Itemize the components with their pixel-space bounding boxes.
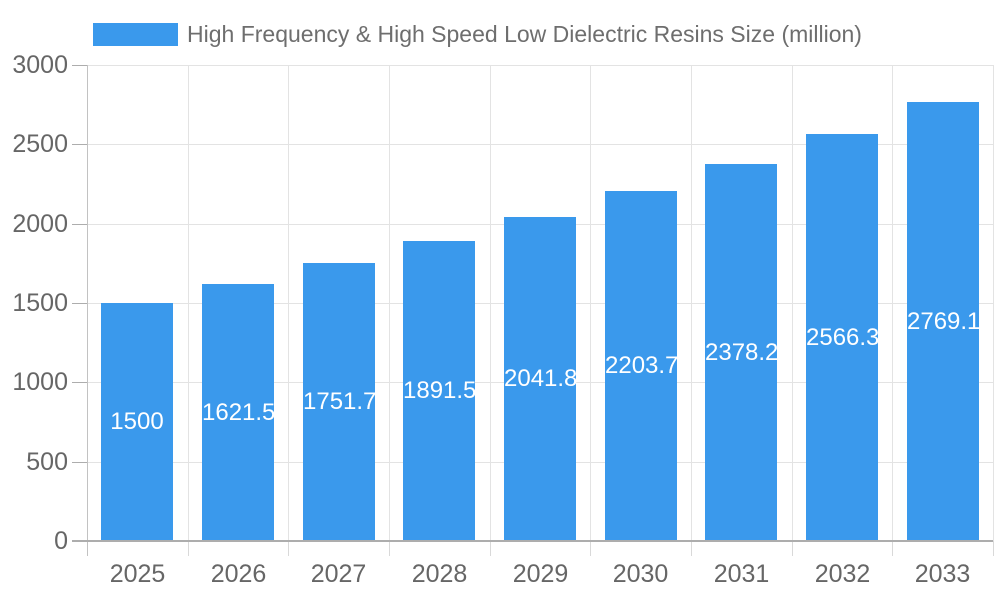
y-tick-label: 1500 xyxy=(12,289,68,317)
v-gridline xyxy=(892,65,893,541)
x-axis-line xyxy=(72,540,993,542)
x-tick xyxy=(892,541,893,556)
v-gridline xyxy=(792,65,793,541)
y-tick xyxy=(72,462,87,463)
x-tick xyxy=(590,541,591,556)
bar[interactable] xyxy=(907,102,979,541)
bar[interactable] xyxy=(806,134,878,541)
y-tick-label: 2500 xyxy=(12,130,68,158)
h-gridline xyxy=(87,65,993,66)
x-tick-label: 2029 xyxy=(512,560,569,588)
y-tick-label: 2000 xyxy=(12,210,68,238)
v-gridline xyxy=(993,65,994,541)
legend-label: High Frequency & High Speed Low Dielectr… xyxy=(187,21,862,47)
y-tick xyxy=(72,382,87,383)
x-tick xyxy=(792,541,793,556)
v-gridline xyxy=(691,65,692,541)
y-tick-label: 1000 xyxy=(12,368,68,396)
x-tick-label: 2027 xyxy=(310,560,367,588)
v-gridline xyxy=(490,65,491,541)
y-tick xyxy=(72,65,87,66)
x-tick-label: 2025 xyxy=(109,560,166,588)
h-gridline xyxy=(87,144,993,145)
bar[interactable] xyxy=(403,241,475,541)
legend-swatch-icon xyxy=(93,23,178,46)
x-tick xyxy=(993,541,994,556)
v-gridline xyxy=(288,65,289,541)
x-tick xyxy=(490,541,491,556)
y-tick xyxy=(72,224,87,225)
x-tick xyxy=(188,541,189,556)
y-tick-label: 0 xyxy=(54,527,68,555)
y-tick-label: 3000 xyxy=(12,51,68,79)
x-tick-label: 2026 xyxy=(210,560,267,588)
v-gridline xyxy=(389,65,390,541)
bar[interactable] xyxy=(705,164,777,541)
bar[interactable] xyxy=(605,191,677,541)
x-tick-label: 2033 xyxy=(914,560,971,588)
x-tick xyxy=(389,541,390,556)
v-gridline xyxy=(590,65,591,541)
y-tick xyxy=(72,144,87,145)
x-tick xyxy=(691,541,692,556)
v-gridline xyxy=(188,65,189,541)
x-tick-label: 2030 xyxy=(612,560,669,588)
y-tick-label: 500 xyxy=(26,448,68,476)
y-axis-line xyxy=(87,65,88,556)
legend-item[interactable]: High Frequency & High Speed Low Dielectr… xyxy=(93,21,862,48)
bar[interactable] xyxy=(101,303,173,541)
bar[interactable] xyxy=(303,263,375,541)
x-tick-label: 2032 xyxy=(814,560,871,588)
x-tick-label: 2031 xyxy=(713,560,770,588)
y-tick xyxy=(72,303,87,304)
bar[interactable] xyxy=(504,217,576,541)
x-tick xyxy=(288,541,289,556)
x-tick-label: 2028 xyxy=(411,560,468,588)
bar[interactable] xyxy=(202,284,274,541)
